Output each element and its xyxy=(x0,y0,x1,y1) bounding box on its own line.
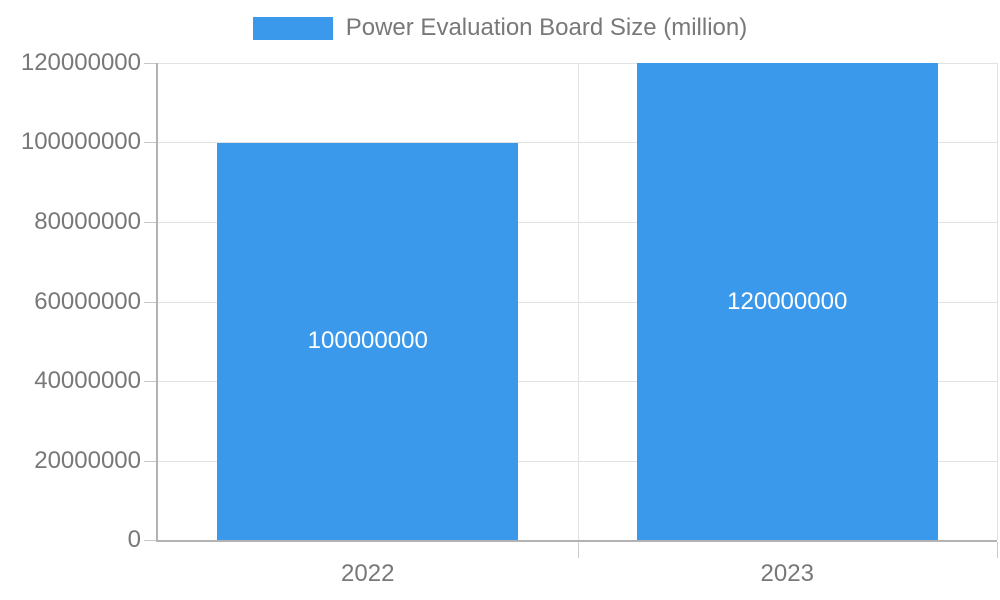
y-axis-tick xyxy=(144,221,156,223)
bar-value-label: 100000000 xyxy=(307,327,428,355)
y-axis-tick xyxy=(144,63,156,64)
category-boundary-gridline xyxy=(997,63,998,540)
y-axis-label: 80000000 xyxy=(34,207,141,235)
y-axis-label: 20000000 xyxy=(34,446,141,474)
x-axis-tick xyxy=(997,542,998,558)
legend-swatch[interactable] xyxy=(252,16,333,40)
y-axis-tick xyxy=(144,142,156,144)
bar-2022[interactable]: 100000000 xyxy=(217,142,519,540)
y-axis-tick xyxy=(144,460,156,462)
x-axis-label: 2022 xyxy=(341,560,395,587)
category-boundary-gridline xyxy=(577,63,579,540)
legend-label[interactable]: Power Evaluation Board Size (million) xyxy=(345,14,748,41)
y-axis-tick xyxy=(144,301,156,303)
y-axis-label: 0 xyxy=(127,526,141,553)
y-axis-label: 120000000 xyxy=(20,49,141,76)
y-axis-tick xyxy=(144,380,156,382)
legend: Power Evaluation Board Size (million) xyxy=(0,14,1000,42)
y-axis-label: 40000000 xyxy=(34,366,141,394)
bar-value-label: 120000000 xyxy=(727,287,848,315)
x-axis-label: 2023 xyxy=(760,560,814,587)
x-axis-tick xyxy=(577,542,579,558)
y-axis-label: 100000000 xyxy=(20,128,141,156)
plot-area: 0 20000000 40000000 60000000 80000000 1000000… xyxy=(21,49,998,587)
bar-2023[interactable]: 120000000 xyxy=(636,63,938,540)
y-axis-label: 60000000 xyxy=(34,287,141,315)
y-axis-tick xyxy=(144,540,156,541)
